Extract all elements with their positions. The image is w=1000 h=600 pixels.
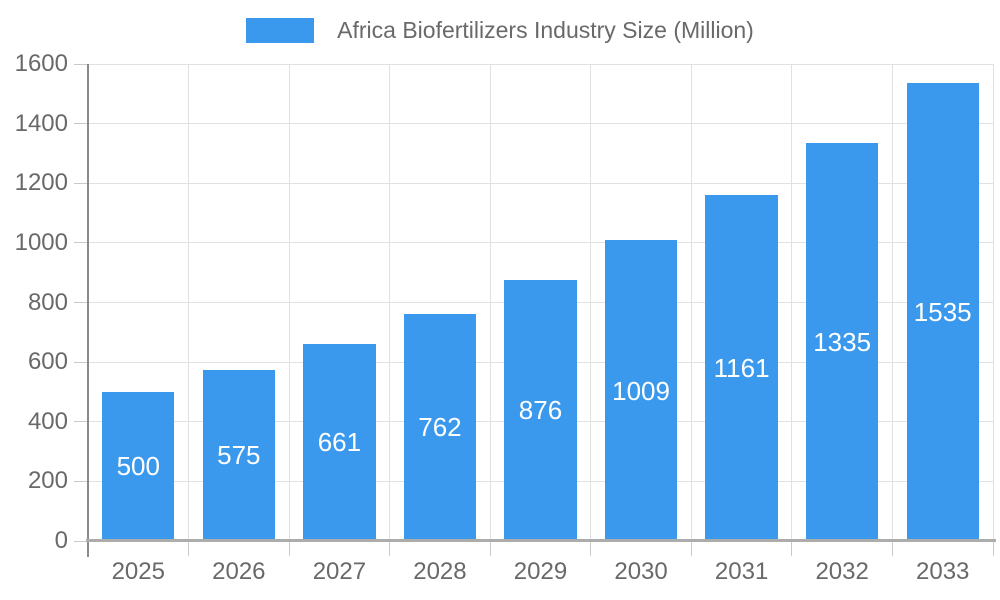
- h-gridline: [88, 63, 993, 65]
- y-axis-tick-label: 1200: [14, 169, 68, 197]
- bar-value-label: 1161: [713, 352, 770, 383]
- v-gridline: [590, 64, 592, 541]
- y-axis-line: [87, 64, 89, 557]
- y-axis-tick: [74, 302, 88, 303]
- bar-value-label: 661: [317, 427, 362, 458]
- h-gridline: [88, 242, 993, 244]
- x-axis-tick-label: 2031: [714, 558, 769, 585]
- legend-swatch-icon: [246, 18, 315, 43]
- y-axis-tick: [74, 182, 88, 184]
- y-axis-tick: [74, 242, 88, 244]
- bar-value-label: 1335: [813, 327, 872, 357]
- x-axis-tick-label: 2027: [312, 558, 367, 585]
- x-axis-tick-label: 2025: [111, 558, 165, 585]
- x-axis-tick-label: 2026: [212, 558, 266, 585]
- v-gridline: [992, 64, 994, 541]
- h-gridline: [88, 182, 993, 184]
- x-axis-line: [86, 539, 996, 542]
- v-gridline: [489, 64, 491, 541]
- v-gridline: [891, 64, 893, 541]
- y-axis-tick: [74, 480, 88, 482]
- x-axis-tick: [992, 541, 994, 556]
- bar-2031[interactable]: 1161: [705, 194, 778, 541]
- bar-2029[interactable]: 876: [504, 279, 577, 541]
- v-gridline: [288, 64, 290, 541]
- y-axis-tick: [74, 361, 88, 363]
- y-axis-tick: [74, 63, 88, 65]
- x-axis-tick-label: 2029: [513, 558, 568, 585]
- y-axis-tick-label: 1400: [14, 109, 68, 137]
- y-axis-tick-label: 1600: [14, 50, 68, 77]
- x-axis-tick-label: 2033: [916, 558, 970, 585]
- v-gridline: [188, 64, 190, 541]
- y-axis-tick-label: 800: [27, 288, 68, 316]
- y-axis-tick: [74, 540, 88, 542]
- bar-value-label: 1009: [612, 375, 670, 406]
- bar-2025[interactable]: 500: [102, 391, 175, 541]
- x-axis-tick: [389, 541, 391, 556]
- x-axis-tick-label: 2030: [614, 558, 668, 585]
- x-axis-tick: [288, 541, 290, 556]
- y-axis-tick-label: 400: [27, 407, 68, 435]
- x-axis-tick: [489, 541, 491, 556]
- bar-2032[interactable]: 1335: [805, 143, 879, 541]
- h-gridline: [88, 123, 993, 125]
- y-axis-tick-label: 200: [27, 467, 68, 495]
- y-axis-tick-label: 0: [54, 527, 68, 554]
- bar-2028[interactable]: 762: [403, 313, 477, 541]
- bar-value-label: 876: [518, 395, 563, 426]
- x-axis-tick: [891, 541, 893, 556]
- y-axis-tick: [74, 421, 88, 423]
- v-gridline: [791, 64, 793, 541]
- bar-2030[interactable]: 1009: [604, 240, 678, 541]
- x-axis-tick: [188, 541, 190, 556]
- bar-value-label: 762: [418, 412, 462, 443]
- plot-area: 0 200 400 600 800 1000 1200 1400 1600 2025 500 2026…: [15, 50, 996, 585]
- legend-label: Africa Biofertilizers Industry Size (Mil…: [337, 17, 754, 43]
- legend[interactable]: Africa Biofertilizers Industry Size (Mil…: [0, 17, 1000, 44]
- v-gridline: [389, 64, 391, 541]
- bar-2027[interactable]: 661: [303, 343, 376, 541]
- y-axis-tick-label: 1000: [14, 228, 68, 256]
- bar-value-label: 1535: [913, 297, 972, 328]
- bar-2026[interactable]: 575: [202, 369, 276, 541]
- v-gridline: [690, 64, 692, 541]
- bar-2033[interactable]: 1535: [906, 83, 979, 541]
- x-axis-tick: [590, 541, 592, 556]
- x-axis-tick: [791, 541, 793, 556]
- x-axis-tick-label: 2028: [413, 558, 467, 585]
- bar-value-label: 575: [217, 440, 261, 471]
- bar-value-label: 500: [116, 451, 160, 482]
- x-axis-tick: [690, 541, 692, 556]
- y-axis-tick: [74, 123, 88, 125]
- x-axis-tick-label: 2032: [815, 558, 869, 585]
- y-axis-tick-label: 600: [27, 348, 68, 376]
